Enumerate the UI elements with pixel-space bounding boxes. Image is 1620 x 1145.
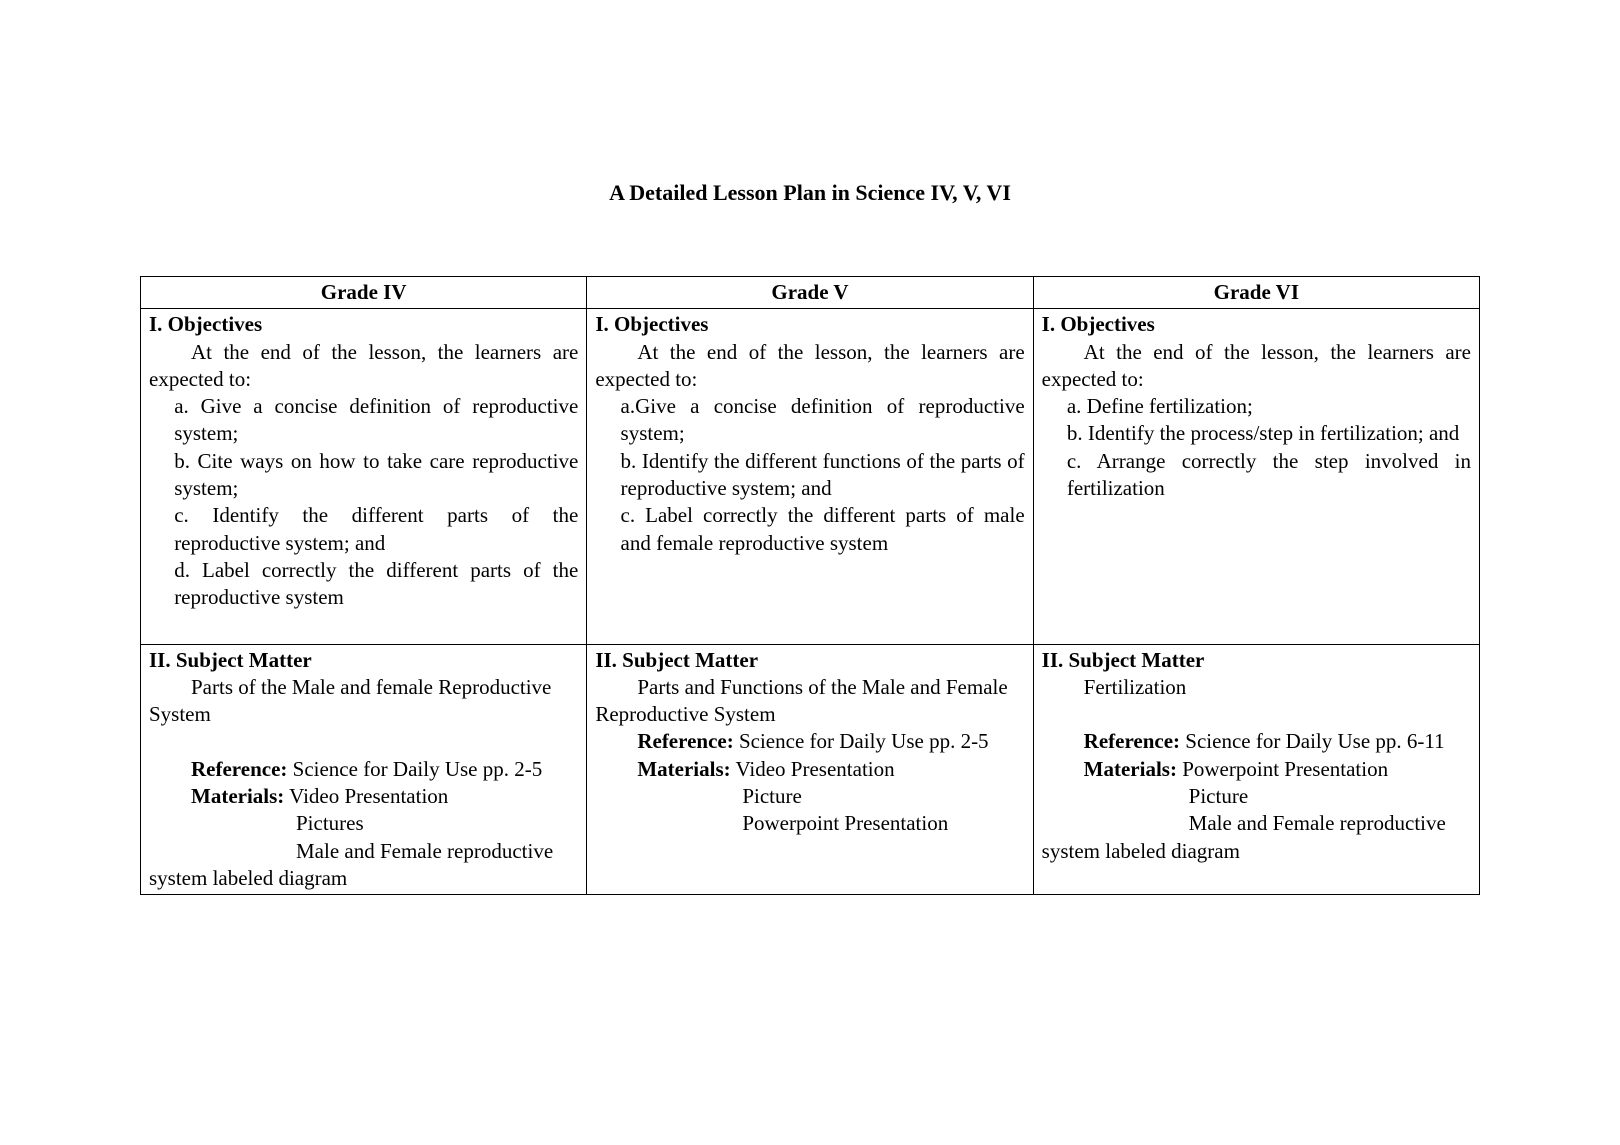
topic-text: Parts of the Male and female Reproductiv… — [149, 674, 578, 729]
section-heading: I. Objectives — [149, 311, 578, 338]
objectives-g4: I. Objectives At the end of the lesson, … — [141, 309, 587, 644]
material-item: Male and Female reproductive system labe… — [149, 838, 578, 893]
reference-label: Reference: — [191, 757, 287, 781]
section-heading: I. Objectives — [1042, 311, 1471, 338]
material-item: Picture — [595, 783, 1024, 810]
header-grade-4: Grade IV — [141, 277, 587, 309]
document-page: A Detailed Lesson Plan in Science IV, V,… — [0, 0, 1620, 895]
objective-item: d. Label correctly the different parts o… — [149, 557, 578, 612]
reference-line: Reference: Science for Daily Use pp. 2-5 — [595, 728, 1024, 755]
objectives-intro: At the end of the lesson, the learners a… — [149, 339, 578, 394]
reference-text: Science for Daily Use pp. 2-5 — [287, 757, 542, 781]
materials-line: Materials: Video Presentation — [595, 756, 1024, 783]
objective-item: b. Cite ways on how to take care reprodu… — [149, 448, 578, 503]
objectives-row: I. Objectives At the end of the lesson, … — [141, 309, 1480, 644]
materials-label: Materials: — [1084, 757, 1177, 781]
objectives-g5: I. Objectives At the end of the lesson, … — [587, 309, 1033, 644]
subject-matter-g6: II. Subject Matter Fertilization Referen… — [1033, 644, 1479, 895]
material-item: Powerpoint Presentation — [595, 810, 1024, 837]
objective-item: c. Identify the different parts of the r… — [149, 502, 578, 557]
objectives-intro: At the end of the lesson, the learners a… — [595, 339, 1024, 394]
header-grade-6: Grade VI — [1033, 277, 1479, 309]
objectives-g6: I. Objectives At the end of the lesson, … — [1033, 309, 1479, 644]
material-item: Picture — [1042, 783, 1471, 810]
reference-text: Science for Daily Use pp. 6-11 — [1180, 729, 1445, 753]
material-item: Pictures — [149, 810, 578, 837]
section-heading: II. Subject Matter — [595, 647, 1024, 674]
materials-text: Video Presentation — [731, 757, 895, 781]
topic-text: Fertilization — [1042, 674, 1471, 701]
blank-line — [149, 728, 578, 755]
materials-label: Materials: — [191, 784, 284, 808]
reference-line: Reference: Science for Daily Use pp. 6-1… — [1042, 728, 1471, 755]
objective-item: c. Arrange correctly the step involved i… — [1042, 448, 1471, 503]
lesson-plan-table: Grade IV Grade V Grade VI I. Objectives … — [140, 276, 1480, 895]
document-title: A Detailed Lesson Plan in Science IV, V,… — [140, 180, 1480, 206]
materials-text: Video Presentation — [284, 784, 448, 808]
materials-line: Materials: Powerpoint Presentation — [1042, 756, 1471, 783]
objective-item: b. Identify the different functions of t… — [595, 448, 1024, 503]
blank-line — [1042, 701, 1471, 728]
subject-matter-g4: II. Subject Matter Parts of the Male and… — [141, 644, 587, 895]
objective-item: a. Define fertilization; — [1042, 393, 1471, 420]
materials-label: Materials: — [637, 757, 730, 781]
materials-line: Materials: Video Presentation — [149, 783, 578, 810]
objective-item: a. Give a concise definition of reproduc… — [149, 393, 578, 448]
reference-text: Science for Daily Use pp. 2-5 — [734, 729, 989, 753]
objective-item: c. Label correctly the different parts o… — [595, 502, 1024, 557]
subject-matter-row: II. Subject Matter Parts of the Male and… — [141, 644, 1480, 895]
header-grade-5: Grade V — [587, 277, 1033, 309]
material-item: Male and Female reproductive system labe… — [1042, 810, 1471, 865]
objective-item: a.Give a concise definition of reproduct… — [595, 393, 1024, 448]
table-header-row: Grade IV Grade V Grade VI — [141, 277, 1480, 309]
reference-label: Reference: — [637, 729, 733, 753]
section-heading: II. Subject Matter — [149, 647, 578, 674]
subject-matter-g5: II. Subject Matter Parts and Functions o… — [587, 644, 1033, 895]
topic-text: Parts and Functions of the Male and Fema… — [595, 674, 1024, 729]
objectives-intro: At the end of the lesson, the learners a… — [1042, 339, 1471, 394]
reference-label: Reference: — [1084, 729, 1180, 753]
materials-text: Powerpoint Presentation — [1177, 757, 1388, 781]
reference-line: Reference: Science for Daily Use pp. 2-5 — [149, 756, 578, 783]
section-heading: I. Objectives — [595, 311, 1024, 338]
objective-item: b. Identify the process/step in fertiliz… — [1042, 420, 1471, 447]
section-heading: II. Subject Matter — [1042, 647, 1471, 674]
